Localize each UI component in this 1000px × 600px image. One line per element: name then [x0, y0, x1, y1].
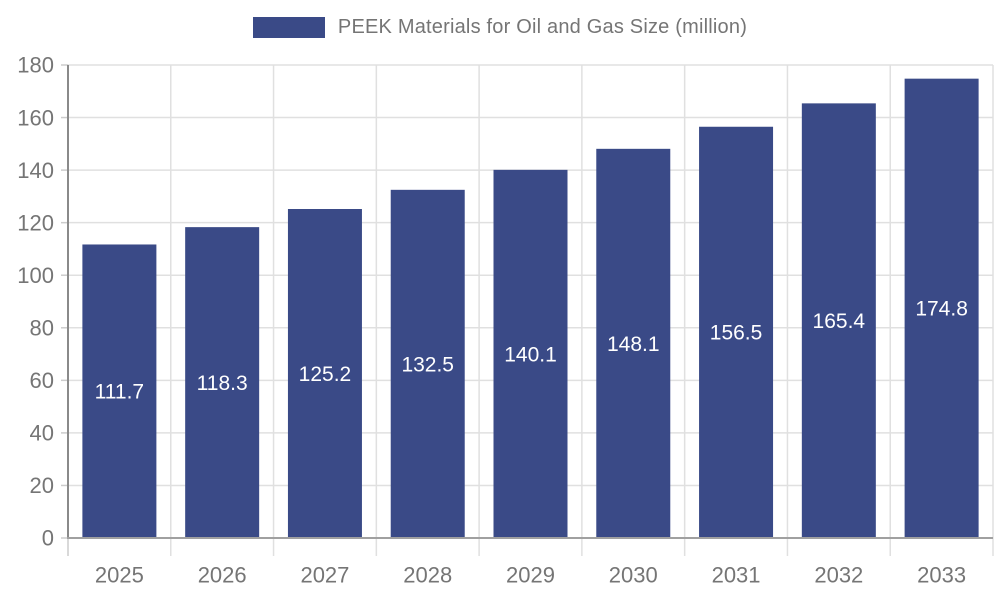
- x-tick-label: 2025: [95, 563, 144, 588]
- x-tick-label: 2031: [712, 563, 761, 588]
- bar-value-label: 125.2: [299, 363, 352, 386]
- axes: [61, 64, 993, 539]
- bar-value-label: 118.3: [197, 372, 248, 395]
- bar-value-label: 174.8: [915, 298, 968, 321]
- axis-labels: 0 20 40 60 80 100 120 140 160 180 2025 2026 2027 2028…: [17, 53, 966, 588]
- bar-value-label: 165.4: [813, 310, 866, 333]
- bar: [801, 103, 876, 539]
- bar: [287, 209, 362, 538]
- x-tick-label: 2028: [403, 563, 452, 588]
- y-tick-label: 140: [17, 158, 54, 183]
- y-tick-label: 0: [42, 526, 54, 551]
- bar-value-label: 140.1: [504, 343, 557, 366]
- bar: [82, 244, 157, 538]
- y-tick-label: 120: [17, 210, 54, 235]
- bar-value-label: 148.1: [607, 333, 660, 356]
- x-tick-label: 2027: [300, 563, 349, 588]
- x-tick-label: 2029: [506, 563, 555, 588]
- bar-value-label: 111.7: [95, 381, 144, 404]
- y-tick-label: 100: [17, 263, 54, 288]
- bar: [390, 189, 465, 538]
- y-tick-label: 180: [17, 53, 54, 78]
- bar-value-label: 132.5: [401, 353, 454, 376]
- x-tick-label: 2026: [198, 563, 247, 588]
- y-tick-label: 80: [30, 315, 54, 340]
- bar: [596, 148, 671, 538]
- bar: [493, 169, 568, 538]
- y-tick-label: 20: [30, 473, 54, 498]
- x-tick-label: 2030: [609, 563, 658, 588]
- y-tick-label: 40: [30, 421, 54, 446]
- x-tick-label: 2033: [917, 563, 966, 588]
- bar: [699, 126, 774, 538]
- bar: [185, 227, 260, 538]
- y-tick-label: 160: [17, 105, 54, 130]
- bar-value-label: 156.5: [710, 322, 763, 345]
- bar: [904, 78, 979, 539]
- x-tick-label: 2032: [814, 563, 863, 588]
- y-tick-label: 60: [30, 368, 54, 393]
- bars: 111.7 118.3 125.2 132.5 140.1 148.1 156.5 165.4…: [82, 78, 979, 539]
